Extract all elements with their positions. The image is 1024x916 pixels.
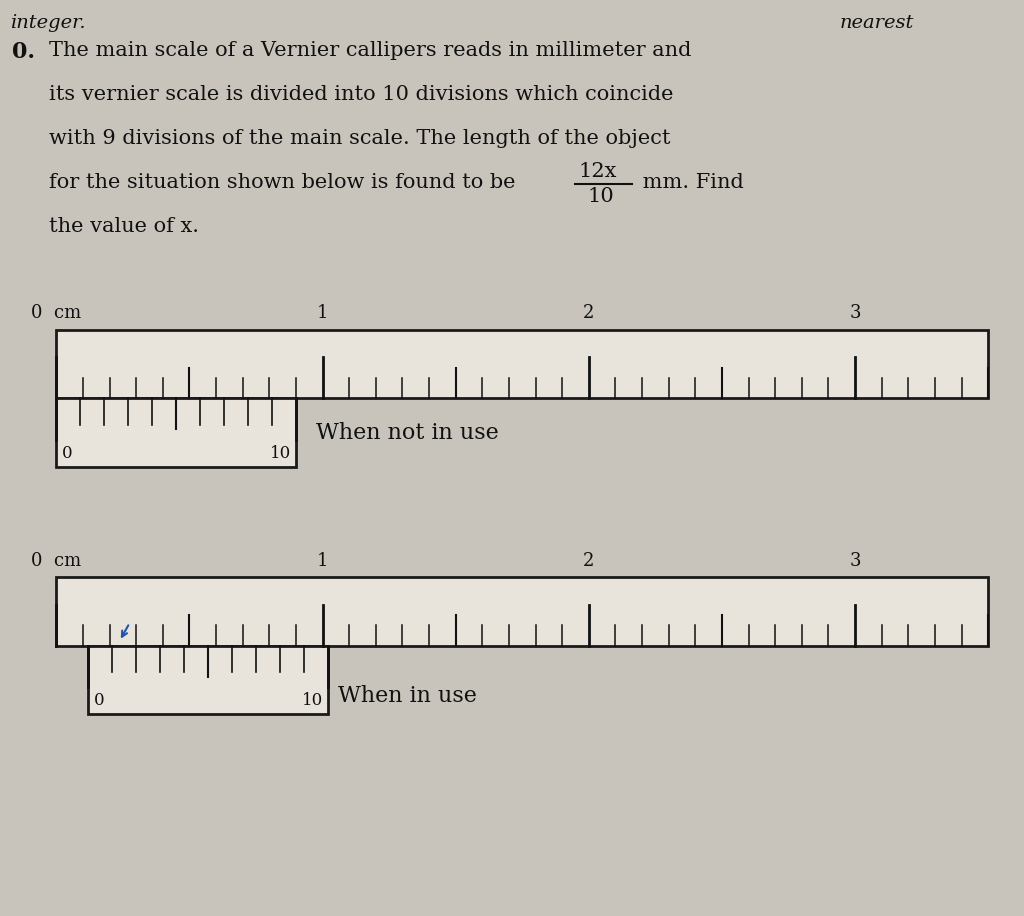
Text: When not in use: When not in use (316, 421, 499, 444)
Text: for the situation shown below is found to be: for the situation shown below is found t… (49, 173, 516, 192)
Text: 3: 3 (849, 304, 861, 322)
Text: 0.: 0. (12, 41, 35, 63)
Bar (56, 577, 988, 646)
Text: 10: 10 (301, 692, 323, 709)
Text: 12x: 12x (579, 162, 616, 181)
Text: 2: 2 (583, 304, 595, 322)
Text: The main scale of a Vernier callipers reads in millimeter and: The main scale of a Vernier callipers re… (49, 41, 691, 60)
Text: 0  cm: 0 cm (31, 551, 82, 570)
Bar (88, 646, 328, 714)
Text: 0  cm: 0 cm (31, 304, 82, 322)
Bar (56, 398, 296, 467)
Text: nearest: nearest (840, 14, 914, 32)
Text: 10: 10 (588, 187, 614, 206)
Text: 1: 1 (316, 304, 329, 322)
Text: mm. Find: mm. Find (636, 173, 743, 192)
Text: the value of x.: the value of x. (49, 217, 199, 236)
Text: with 9 divisions of the main scale. The length of the object: with 9 divisions of the main scale. The … (49, 129, 671, 148)
Text: 10: 10 (269, 444, 291, 462)
Text: its vernier scale is divided into 10 divisions which coincide: its vernier scale is divided into 10 div… (49, 85, 674, 104)
Text: 1: 1 (316, 551, 329, 570)
Text: 0: 0 (93, 692, 104, 709)
Text: When in use: When in use (338, 685, 477, 707)
Text: 2: 2 (583, 551, 595, 570)
Text: integer.: integer. (10, 14, 86, 32)
Text: 3: 3 (849, 551, 861, 570)
Bar (56, 330, 988, 398)
Text: 0: 0 (61, 444, 72, 462)
